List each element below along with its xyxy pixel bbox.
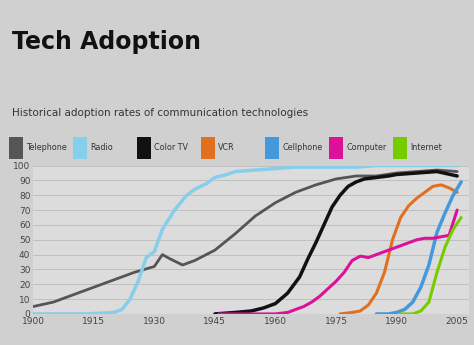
Text: Telephone: Telephone — [26, 143, 67, 152]
Text: Radio: Radio — [90, 143, 113, 152]
Text: Internet: Internet — [410, 143, 442, 152]
Text: Cellphone: Cellphone — [282, 143, 322, 152]
Text: Tech Adoption: Tech Adoption — [12, 30, 201, 54]
Bar — [73, 137, 87, 159]
Bar — [137, 137, 151, 159]
Bar — [9, 137, 23, 159]
Bar — [329, 137, 343, 159]
Bar — [201, 137, 215, 159]
Text: Color TV: Color TV — [154, 143, 188, 152]
Bar — [265, 137, 279, 159]
Text: Computer: Computer — [346, 143, 386, 152]
Text: VCR: VCR — [218, 143, 235, 152]
Bar — [393, 137, 407, 159]
Text: Historical adoption rates of communication technologies: Historical adoption rates of communicati… — [12, 108, 308, 118]
